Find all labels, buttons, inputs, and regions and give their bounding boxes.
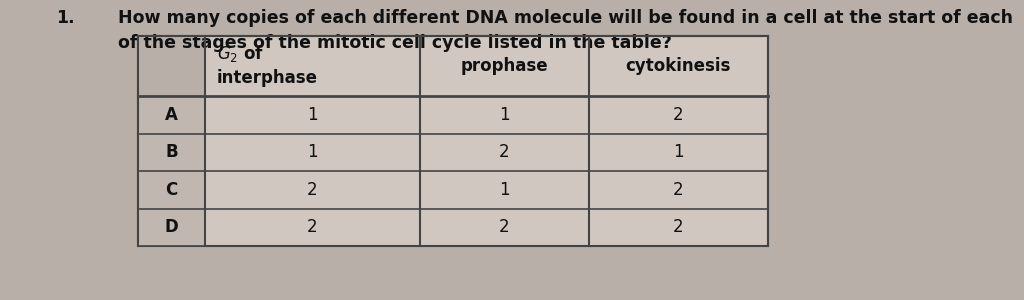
Text: C: C [166,181,177,199]
Text: A: A [165,106,178,124]
Text: 2: 2 [499,218,510,236]
Text: 1.: 1. [56,9,75,27]
Text: 2: 2 [673,218,684,236]
Text: $G_2$ of
interphase: $G_2$ of interphase [217,44,318,87]
Bar [138,134,205,171]
Text: 1: 1 [307,106,317,124]
Text: 1: 1 [499,106,510,124]
Text: 2: 2 [307,218,317,236]
Bar [138,171,205,208]
Text: 1: 1 [499,181,510,199]
Text: 2: 2 [673,106,684,124]
Bar [138,36,768,246]
Text: 1: 1 [673,143,684,161]
Text: prophase: prophase [461,57,548,75]
Text: 2: 2 [307,181,317,199]
Bar [138,96,205,134]
Text: D: D [165,218,178,236]
Text: 2: 2 [499,143,510,161]
Bar [138,36,205,96]
Text: B: B [165,143,178,161]
Text: cytokinesis: cytokinesis [626,57,731,75]
Text: 2: 2 [673,181,684,199]
Bar [138,208,205,246]
Text: 1: 1 [307,143,317,161]
Text: How many copies of each different DNA molecule will be found in a cell at the st: How many copies of each different DNA mo… [118,9,1013,52]
